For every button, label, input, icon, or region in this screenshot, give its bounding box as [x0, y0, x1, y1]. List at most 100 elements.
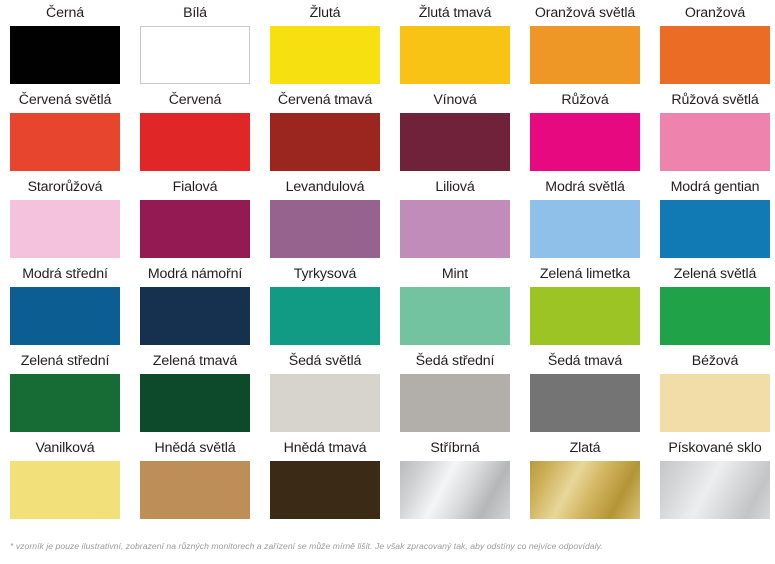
swatch-label: Černá [46, 5, 84, 21]
swatch-cell[interactable]: Tyrkysová [270, 261, 400, 348]
color-swatch-grid: Černá Bílá Žlutá Žlutá tmavá Oranžová světlá… [10, 0, 775, 522]
swatch-color-chip[interactable] [660, 461, 770, 519]
swatch-label: Modrá námořní [147, 266, 243, 282]
swatch-color-chip[interactable] [140, 200, 250, 258]
swatch-color-chip[interactable] [530, 26, 640, 84]
swatch-color-chip[interactable] [270, 26, 380, 84]
swatch-cell[interactable]: Zelená světlá [660, 261, 775, 348]
swatch-cell[interactable]: Zelená limetka [530, 261, 660, 348]
swatch-cell[interactable]: Šedá tmavá [530, 348, 660, 435]
swatch-label: Oranžová [684, 5, 746, 21]
swatch-label: Zlatá [569, 440, 601, 456]
swatch-cell[interactable]: Pískované sklo [660, 435, 775, 522]
swatch-label: Pískované sklo [668, 440, 762, 456]
swatch-cell[interactable]: Žlutá [270, 0, 400, 87]
swatch-color-chip[interactable] [270, 374, 380, 432]
swatch-color-chip[interactable] [270, 113, 380, 171]
swatch-label: Oranžová světlá [534, 5, 636, 21]
swatch-label: Šedá střední [415, 353, 495, 369]
swatch-label: Levandulová [285, 179, 365, 195]
swatch-cell[interactable]: Šedá světlá [270, 348, 400, 435]
swatch-color-chip[interactable] [10, 374, 120, 432]
swatch-cell[interactable]: Levandulová [270, 174, 400, 261]
footnote-disclaimer: * vzorník je pouze ilustrativní, zobraze… [10, 541, 603, 551]
swatch-label: Modrá světlá [545, 179, 625, 195]
swatch-color-chip[interactable] [10, 113, 120, 171]
swatch-cell[interactable]: Růžová [530, 87, 660, 174]
swatch-color-chip[interactable] [10, 26, 120, 84]
swatch-color-chip[interactable] [530, 200, 640, 258]
swatch-cell[interactable]: Hnědá světlá [140, 435, 270, 522]
swatch-cell[interactable]: Starorůžová [10, 174, 140, 261]
swatch-cell[interactable]: Modrá světlá [530, 174, 660, 261]
swatch-color-chip[interactable] [270, 461, 380, 519]
swatch-cell[interactable]: Bílá [140, 0, 270, 87]
swatch-color-chip[interactable] [140, 374, 250, 432]
swatch-cell[interactable]: Fialová [140, 174, 270, 261]
swatch-cell[interactable]: Červená světlá [10, 87, 140, 174]
swatch-cell[interactable]: Oranžová světlá [530, 0, 660, 87]
swatch-cell[interactable]: Žlutá tmavá [400, 0, 530, 87]
swatch-cell[interactable]: Zelená střední [10, 348, 140, 435]
swatch-color-chip[interactable] [400, 26, 510, 84]
swatch-cell[interactable]: Šedá střední [400, 348, 530, 435]
swatch-color-chip[interactable] [400, 113, 510, 171]
swatch-color-chip[interactable] [530, 461, 640, 519]
swatch-label: Tyrkysová [293, 266, 357, 282]
swatch-color-chip[interactable] [10, 200, 120, 258]
swatch-cell[interactable]: Červená [140, 87, 270, 174]
swatch-color-chip[interactable] [530, 113, 640, 171]
swatch-cell[interactable]: Černá [10, 0, 140, 87]
swatch-label: Červená tmavá [277, 92, 373, 108]
swatch-color-chip[interactable] [660, 374, 770, 432]
swatch-label: Vínová [433, 92, 477, 108]
swatch-cell[interactable]: Vanilková [10, 435, 140, 522]
swatch-cell[interactable]: Mint [400, 261, 530, 348]
swatch-cell[interactable]: Červená tmavá [270, 87, 400, 174]
swatch-color-chip[interactable] [140, 461, 250, 519]
swatch-label: Starorůžová [27, 179, 103, 195]
swatch-color-chip[interactable] [660, 26, 770, 84]
swatch-label: Béžová [691, 353, 739, 369]
swatch-cell[interactable]: Oranžová [660, 0, 775, 87]
swatch-color-chip[interactable] [270, 200, 380, 258]
swatch-cell[interactable]: Zlatá [530, 435, 660, 522]
swatch-color-chip[interactable] [400, 374, 510, 432]
swatch-label: Zelená světlá [673, 266, 757, 282]
swatch-cell[interactable]: Růžová světlá [660, 87, 775, 174]
swatch-cell[interactable]: Liliová [400, 174, 530, 261]
swatch-label: Růžová světlá [671, 92, 759, 108]
swatch-cell[interactable]: Vínová [400, 87, 530, 174]
swatch-color-chip[interactable] [400, 461, 510, 519]
swatch-cell[interactable]: Modrá gentian [660, 174, 775, 261]
swatch-label: Stříbrná [430, 440, 480, 456]
swatch-color-chip[interactable] [10, 461, 120, 519]
swatch-color-chip[interactable] [140, 113, 250, 171]
swatch-color-chip[interactable] [270, 287, 380, 345]
swatch-color-chip[interactable] [400, 287, 510, 345]
swatch-cell[interactable]: Béžová [660, 348, 775, 435]
swatch-color-chip[interactable] [660, 113, 770, 171]
swatch-color-chip[interactable] [530, 374, 640, 432]
swatch-cell[interactable]: Zelená tmavá [140, 348, 270, 435]
swatch-color-chip[interactable] [400, 200, 510, 258]
swatch-label: Šedá světlá [288, 353, 362, 369]
swatch-label: Modrá střední [22, 266, 108, 282]
swatch-label: Žlutá [309, 5, 341, 21]
swatch-color-chip[interactable] [660, 287, 770, 345]
swatch-color-chip[interactable] [140, 287, 250, 345]
swatch-color-chip[interactable] [530, 287, 640, 345]
swatch-label: Zelená limetka [539, 266, 631, 282]
swatch-cell[interactable]: Modrá námořní [140, 261, 270, 348]
swatch-label: Zelená střední [20, 353, 110, 369]
swatch-label: Mint [441, 266, 469, 282]
swatch-color-chip[interactable] [10, 287, 120, 345]
swatch-label: Vanilková [35, 440, 95, 456]
swatch-cell[interactable]: Modrá střední [10, 261, 140, 348]
swatch-cell[interactable]: Stříbrná [400, 435, 530, 522]
swatch-color-chip[interactable] [660, 200, 770, 258]
swatch-color-chip[interactable] [140, 26, 250, 84]
swatch-label: Žlutá tmavá [418, 5, 492, 21]
swatch-cell[interactable]: Hnědá tmavá [270, 435, 400, 522]
